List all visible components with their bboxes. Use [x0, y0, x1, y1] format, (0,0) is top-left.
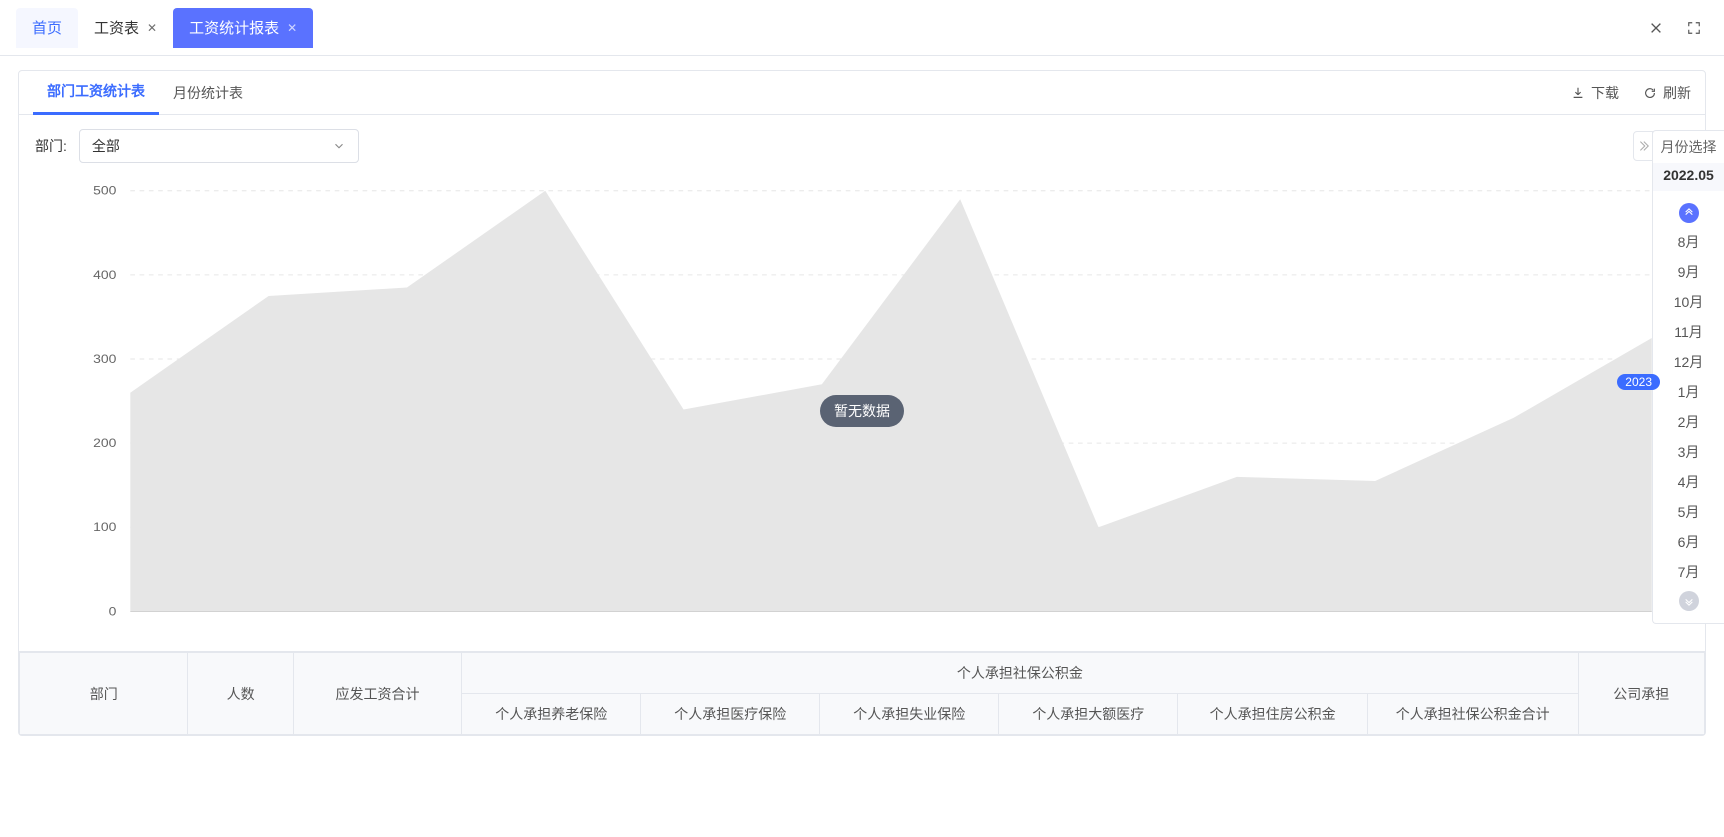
- dept-select-value: 全部: [92, 136, 120, 156]
- month-item[interactable]: 11月: [1653, 317, 1724, 347]
- month-selector: 月份选择 2022.05 8月9月10月11月12月1月20232月3月4月5月…: [1652, 130, 1724, 624]
- tab-home-label: 首页: [32, 17, 62, 38]
- dept-filter-label: 部门:: [35, 136, 67, 156]
- month-item[interactable]: 12月: [1653, 347, 1724, 377]
- month-item[interactable]: 8月: [1653, 227, 1724, 257]
- tab-payroll-label: 工资表: [94, 17, 139, 38]
- month-item[interactable]: 7月: [1653, 557, 1724, 587]
- year-marker: 2023: [1617, 374, 1660, 390]
- dept-select[interactable]: 全部: [79, 129, 359, 163]
- collapse-handle[interactable]: [1633, 131, 1653, 161]
- main-panel: 部门工资统计表 月份统计表 下载 刷新 部门: 全部: [18, 70, 1706, 736]
- close-icon[interactable]: ✕: [287, 21, 297, 35]
- fullscreen-icon[interactable]: [1684, 18, 1704, 38]
- tab-month-stats-label: 月份统计表: [173, 83, 243, 103]
- month-list: 8月9月10月11月12月1月20232月3月4月5月6月7月: [1653, 191, 1724, 623]
- month-panel-title: 月份选择: [1653, 131, 1724, 163]
- th-group: 个人承担社保公积金: [462, 653, 1578, 694]
- chevron-down-icon: [332, 139, 346, 153]
- inner-tabs: 部门工资统计表 月份统计表 下载 刷新: [19, 71, 1705, 115]
- month-item[interactable]: 1月: [1653, 377, 1724, 407]
- filter-row: 部门: 全部: [19, 115, 1705, 171]
- refresh-label: 刷新: [1663, 83, 1691, 103]
- tab-dept-stats-label: 部门工资统计表: [47, 81, 145, 101]
- refresh-button[interactable]: 刷新: [1643, 83, 1691, 103]
- th-headcount: 人数: [188, 653, 293, 735]
- inner-actions: 下载 刷新: [1571, 83, 1691, 103]
- month-item[interactable]: 10月: [1653, 287, 1724, 317]
- svg-text:200: 200: [93, 436, 116, 450]
- close-all-icon[interactable]: [1646, 18, 1666, 38]
- th-housing: 个人承担住房公积金: [1178, 694, 1368, 735]
- svg-text:500: 500: [93, 184, 116, 198]
- th-subtotal: 个人承担社保公积金合计: [1367, 694, 1578, 735]
- month-scroll-down[interactable]: [1679, 591, 1699, 611]
- chevron-right-icon: [1636, 139, 1650, 153]
- no-data-badge: 暂无数据: [820, 395, 904, 427]
- th-majormed: 个人承担大额医疗: [999, 694, 1178, 735]
- tab-payroll[interactable]: 工资表 ✕: [78, 8, 173, 48]
- download-button[interactable]: 下载: [1571, 83, 1619, 103]
- month-item[interactable]: 3月: [1653, 437, 1724, 467]
- download-icon: [1571, 86, 1585, 100]
- summary-table: 部门 人数 应发工资合计 个人承担社保公积金 公司承担 个人承担养老保险 个人承…: [19, 651, 1705, 735]
- top-tab-strip: 首页 工资表 ✕ 工资统计报表 ✕: [0, 0, 1724, 56]
- svg-text:300: 300: [93, 352, 116, 366]
- content-area: 部门工资统计表 月份统计表 下载 刷新 部门: 全部: [0, 56, 1724, 750]
- table-header-row-1: 部门 人数 应发工资合计 个人承担社保公积金 公司承担: [20, 653, 1705, 694]
- th-medical: 个人承担医疗保险: [641, 694, 820, 735]
- svg-text:100: 100: [93, 520, 116, 534]
- tab-month-stats[interactable]: 月份统计表: [159, 71, 257, 115]
- month-item[interactable]: 5月: [1653, 497, 1724, 527]
- refresh-icon: [1643, 86, 1657, 100]
- month-item[interactable]: 6月: [1653, 527, 1724, 557]
- no-data-text: 暂无数据: [834, 403, 890, 419]
- tab-dept-stats[interactable]: 部门工资统计表: [33, 71, 159, 115]
- tab-payroll-report-label: 工资统计报表: [189, 17, 279, 38]
- area-chart: 0 100 200 300 400 500 暂无数据: [19, 171, 1705, 651]
- svg-text:0: 0: [109, 604, 117, 618]
- close-icon[interactable]: ✕: [147, 21, 157, 35]
- tab-payroll-report[interactable]: 工资统计报表 ✕: [173, 8, 313, 48]
- month-panel-current: 2022.05: [1653, 163, 1724, 191]
- top-right-actions: [1646, 18, 1724, 38]
- month-item[interactable]: 2月: [1653, 407, 1724, 437]
- tab-home[interactable]: 首页: [16, 8, 78, 48]
- download-label: 下载: [1591, 83, 1619, 103]
- th-dept: 部门: [20, 653, 188, 735]
- month-item[interactable]: 4月: [1653, 467, 1724, 497]
- th-unemp: 个人承担失业保险: [820, 694, 999, 735]
- th-company: 公司承担: [1578, 653, 1704, 735]
- th-pension: 个人承担养老保险: [462, 694, 641, 735]
- month-item[interactable]: 9月: [1653, 257, 1724, 287]
- svg-text:400: 400: [93, 268, 116, 282]
- th-gross: 应发工资合计: [293, 653, 461, 735]
- month-scroll-up[interactable]: [1679, 203, 1699, 223]
